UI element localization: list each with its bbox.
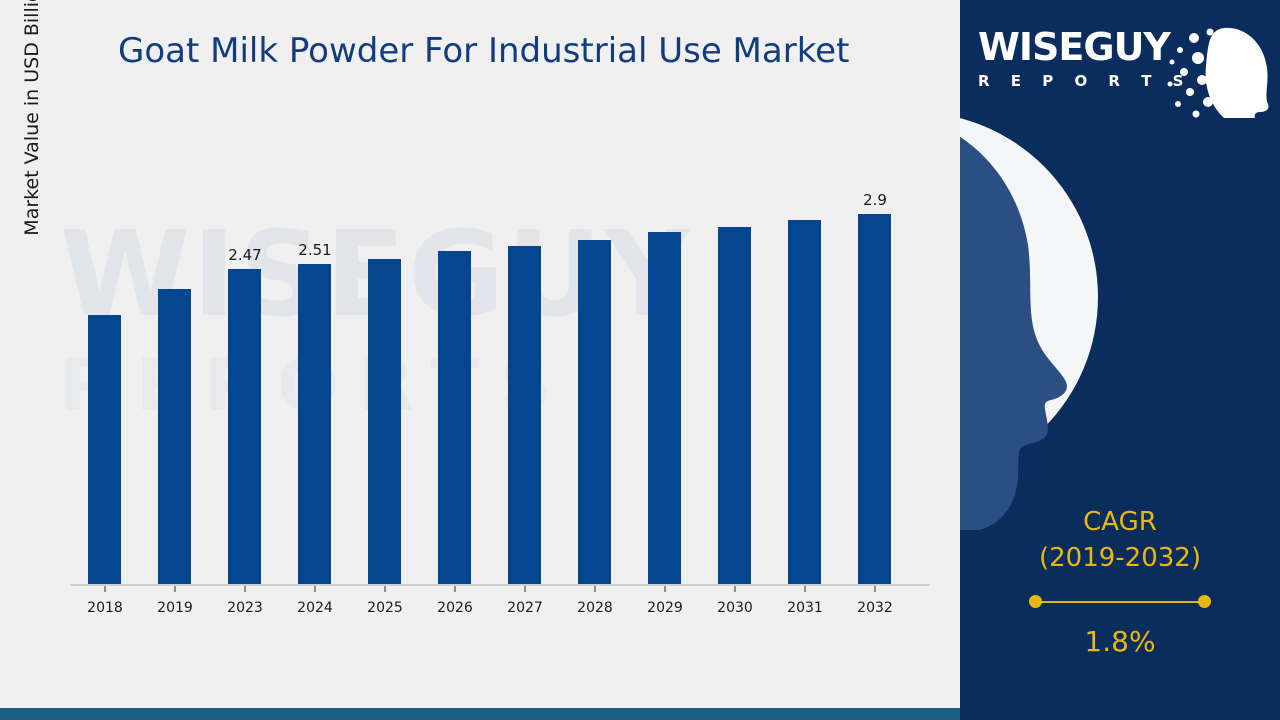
x-axis-tick bbox=[454, 586, 456, 592]
bar-group: 2.51 2024 bbox=[280, 150, 350, 616]
y-axis-label: Market Value in USD Billion bbox=[21, 0, 43, 236]
bar-value-label: 2.51 bbox=[298, 240, 332, 259]
x-axis-tick-label: 2024 bbox=[297, 600, 333, 616]
cagr-period: (2019-2032) bbox=[1038, 542, 1201, 573]
bar-group: 2019 bbox=[140, 150, 210, 616]
cagr-title: CAGR bbox=[1083, 507, 1157, 537]
bar-group: 2029 bbox=[630, 150, 700, 616]
x-axis-tick bbox=[874, 586, 876, 592]
x-axis-tick-label: 2029 bbox=[647, 600, 683, 616]
x-axis-tick-label: 2019 bbox=[157, 600, 193, 616]
bar-group: 2026 bbox=[420, 150, 490, 616]
bar bbox=[788, 220, 821, 585]
bar-group: 2.9 2032 bbox=[840, 150, 910, 616]
x-axis-tick bbox=[804, 586, 806, 592]
bar bbox=[648, 231, 681, 585]
logo-subtitle: R E P O R T S bbox=[978, 72, 1192, 90]
x-axis-tick-label: 2026 bbox=[437, 600, 473, 616]
x-axis-tick-label: 2030 bbox=[717, 600, 753, 616]
brand-logo: WISEGUY R E P O R T S bbox=[978, 25, 1269, 118]
bar-value-label: 2.47 bbox=[228, 246, 262, 264]
bar-value-label: 2.9 bbox=[863, 190, 887, 209]
dot-pattern-decoration bbox=[960, 120, 1060, 480]
bar bbox=[438, 251, 471, 585]
bar-group: 2030 bbox=[700, 150, 770, 616]
bar bbox=[858, 213, 891, 585]
x-axis-tick bbox=[174, 586, 176, 592]
x-axis-tick-label: 2032 bbox=[857, 600, 893, 616]
bottom-accent-strip bbox=[0, 708, 960, 720]
bar bbox=[718, 226, 751, 585]
divider-dot-right bbox=[1198, 594, 1211, 608]
x-axis-tick bbox=[734, 586, 736, 592]
x-axis-tick-label: 2018 bbox=[87, 600, 123, 616]
logo-wordmark: WISEGUY bbox=[978, 25, 1171, 69]
bar bbox=[158, 289, 191, 585]
x-axis-tick-label: 2023 bbox=[227, 600, 263, 616]
divider-line bbox=[1036, 600, 1204, 603]
x-axis-tick bbox=[384, 586, 386, 592]
page-title: Goat Milk Powder For Industrial Use Mark… bbox=[118, 31, 850, 71]
x-axis-tick bbox=[594, 586, 596, 592]
bar-group: 2031 bbox=[770, 150, 840, 616]
bar bbox=[298, 263, 331, 585]
bar bbox=[508, 245, 541, 585]
bar bbox=[88, 315, 121, 585]
x-axis-tick-label: 2028 bbox=[577, 600, 613, 616]
x-axis-tick bbox=[664, 586, 666, 592]
bar-group: 2027 bbox=[490, 150, 560, 616]
cagr-block: CAGR (2019-2032) 1.8% bbox=[960, 505, 1280, 658]
x-axis-tick-label: 2027 bbox=[507, 600, 543, 616]
x-axis-baseline bbox=[70, 584, 930, 586]
x-axis-tick bbox=[314, 586, 316, 592]
x-axis-tick bbox=[244, 586, 246, 592]
bar bbox=[578, 239, 611, 585]
divider-dot-left bbox=[1029, 594, 1042, 608]
bar-plot-area: 2018 2019 2.47 2023 2.51 2024 2025 2026 2027 2028… bbox=[70, 150, 940, 616]
x-axis-tick bbox=[524, 586, 526, 592]
bar bbox=[228, 269, 261, 585]
bar-group: 2025 bbox=[350, 150, 420, 616]
head-profile-icon bbox=[960, 136, 1067, 530]
x-axis-tick-label: 2025 bbox=[367, 600, 403, 616]
bar-group: 2028 bbox=[560, 150, 630, 616]
x-axis-tick bbox=[104, 586, 106, 592]
x-axis-tick-label: 2031 bbox=[787, 600, 823, 616]
cagr-divider bbox=[1029, 594, 1211, 609]
cagr-value: 1.8% bbox=[1084, 624, 1156, 658]
bar-group: 2.47 2023 bbox=[210, 150, 280, 616]
bar-group: 2018 bbox=[70, 150, 140, 616]
brand-panel: WISEGUY R E P O R T S CAGR (2019-2032) 1… bbox=[960, 0, 1280, 720]
logo-head-icon bbox=[1167, 27, 1269, 118]
bar bbox=[368, 258, 401, 585]
